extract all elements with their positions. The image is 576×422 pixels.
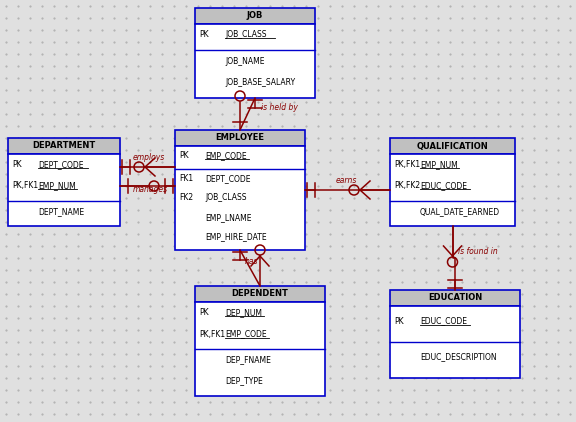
Text: PK: PK — [394, 316, 404, 325]
Bar — [195, 8, 315, 24]
Text: EMP_NUM: EMP_NUM — [420, 160, 458, 169]
Text: EDUC_DESCRIPTION: EDUC_DESCRIPTION — [420, 352, 497, 362]
Bar — [195, 302, 325, 396]
Text: DEPENDENT: DEPENDENT — [232, 289, 289, 298]
Text: EMP_CODE: EMP_CODE — [225, 330, 267, 338]
Bar — [390, 290, 520, 306]
Text: employs: employs — [132, 153, 165, 162]
Text: FK2: FK2 — [179, 194, 193, 203]
Bar — [8, 154, 120, 226]
Bar — [390, 154, 515, 226]
Text: DEPT_NAME: DEPT_NAME — [38, 207, 84, 216]
Text: QUALIFICATION: QUALIFICATION — [416, 141, 488, 151]
Text: DEP_TYPE: DEP_TYPE — [225, 376, 263, 386]
Text: EMP_LNAME: EMP_LNAME — [205, 213, 252, 222]
Text: PK,FK1: PK,FK1 — [394, 160, 420, 169]
Text: JOB_CLASS: JOB_CLASS — [205, 194, 247, 203]
Text: EMP_CODE: EMP_CODE — [205, 151, 247, 160]
Text: EMP_HIRE_DATE: EMP_HIRE_DATE — [205, 232, 267, 241]
Text: DEPT_CODE: DEPT_CODE — [205, 174, 251, 183]
Bar — [195, 286, 325, 302]
Text: DEP_FNAME: DEP_FNAME — [225, 355, 271, 364]
Text: PK,FK2: PK,FK2 — [394, 181, 420, 190]
Text: JOB_BASE_SALARY: JOB_BASE_SALARY — [225, 78, 295, 87]
Text: JOB_NAME: JOB_NAME — [225, 57, 264, 65]
Bar — [175, 130, 305, 146]
Text: EMPLOYEE: EMPLOYEE — [215, 133, 264, 143]
Bar — [175, 146, 305, 250]
Text: PK,FK1: PK,FK1 — [199, 330, 225, 338]
Text: DEPT_CODE: DEPT_CODE — [38, 160, 84, 169]
Text: is held by: is held by — [261, 103, 298, 112]
Text: PK: PK — [12, 160, 22, 169]
Text: has: has — [245, 257, 259, 266]
Text: PK: PK — [199, 30, 209, 39]
Text: manages: manages — [132, 185, 168, 194]
Bar — [390, 306, 520, 378]
Text: JOB: JOB — [247, 11, 263, 21]
Text: EDUC_CODE: EDUC_CODE — [420, 181, 467, 190]
Text: PK,FK1: PK,FK1 — [12, 181, 38, 190]
Text: PK: PK — [179, 151, 188, 160]
Text: JOB_CLASS: JOB_CLASS — [225, 30, 267, 39]
Text: is found in: is found in — [457, 247, 497, 256]
Text: DEP_NUM: DEP_NUM — [225, 308, 262, 317]
Text: EMP_NUM: EMP_NUM — [38, 181, 76, 190]
Text: FK1: FK1 — [179, 174, 193, 183]
Text: DEPARTMENT: DEPARTMENT — [32, 141, 96, 151]
Bar — [390, 138, 515, 154]
Text: EDUCATION: EDUCATION — [428, 293, 482, 303]
Text: earns: earns — [335, 176, 357, 185]
Bar — [195, 24, 315, 98]
Text: EDUC_CODE: EDUC_CODE — [420, 316, 467, 325]
Text: PK: PK — [199, 308, 209, 317]
Bar — [8, 138, 120, 154]
Text: QUAL_DATE_EARNED: QUAL_DATE_EARNED — [420, 207, 500, 216]
